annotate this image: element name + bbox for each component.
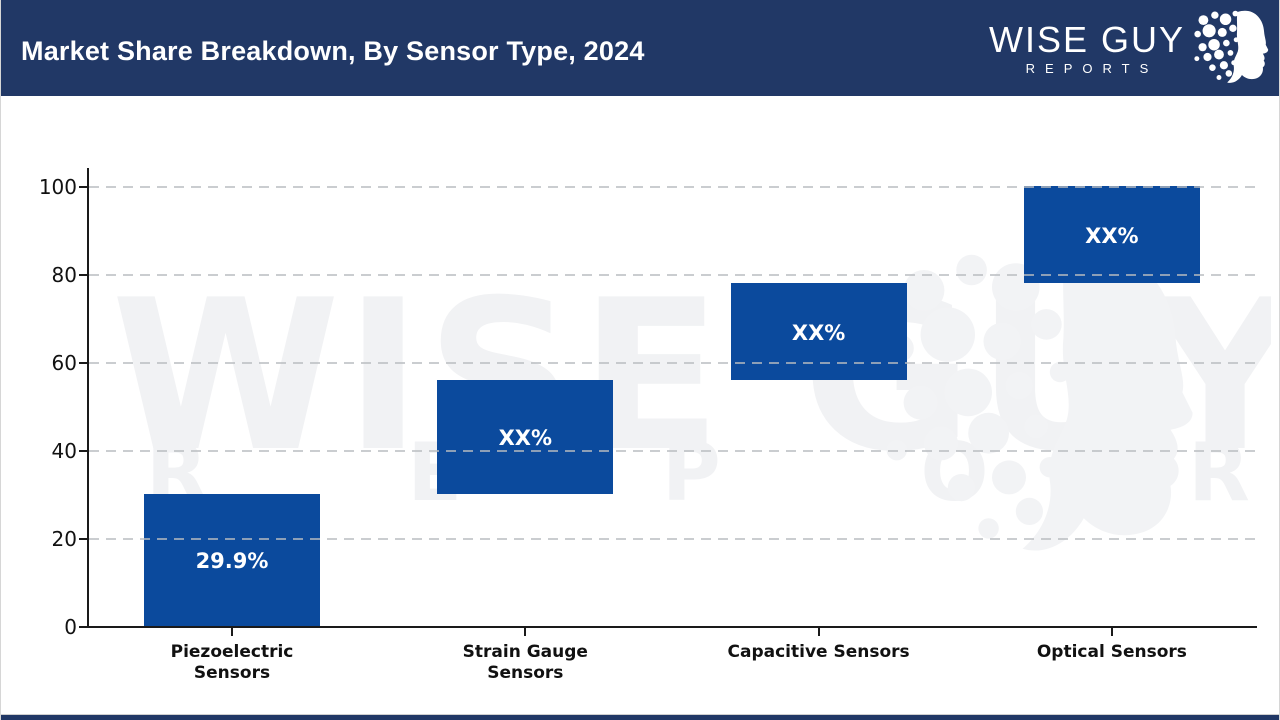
x-tick-mark [1110, 628, 1113, 636]
y-tick-mark [79, 362, 87, 364]
x-axis-spine [87, 626, 1257, 628]
gridline [89, 362, 1257, 364]
x-tick-mark [231, 628, 233, 636]
y-axis-spine [87, 168, 89, 628]
footer-strip [1, 715, 1279, 720]
bar-value-label: XX% [791, 320, 846, 345]
y-tick-label: 80 [51, 263, 77, 287]
gridline [89, 274, 1257, 276]
watermark-head-icon [886, 251, 1193, 551]
bar-4 [1023, 186, 1200, 284]
page-title: Market Share Breakdown, By Sensor Type, … [21, 35, 645, 66]
y-tick-label: 20 [51, 527, 77, 551]
x-category-label: Capacitive Sensors [727, 642, 910, 662]
bar-value-label: 29.9% [195, 549, 269, 574]
x-tick-mark [524, 628, 527, 636]
bar-value-label: XX% [1085, 223, 1139, 248]
x-tick-mark [817, 628, 820, 636]
y-tick-mark [79, 186, 87, 188]
y-tick-label: 100 [38, 175, 77, 199]
x-category-label: Strain Gauge Sensors [462, 642, 588, 683]
y-tick-label: 0 [64, 615, 77, 639]
chart-area: WISE GUY R E P O R T S 02040608010029.9%… [1, 96, 1279, 715]
y-tick-mark [79, 450, 87, 452]
gridline [89, 186, 1257, 188]
y-tick-mark [79, 274, 87, 276]
logo-head-icon [1194, 10, 1269, 83]
bar-value-label: XX% [498, 426, 553, 451]
wiseguy-logo: WISE GUY REPORTS [989, 6, 1269, 90]
logo-subtitle: REPORTS [1025, 61, 1159, 76]
y-tick-mark [79, 626, 87, 628]
y-tick-mark [79, 538, 87, 540]
bar-2 [437, 380, 614, 495]
x-category-label: Piezoelectric Sensors [170, 642, 294, 683]
header: Market Share Breakdown, By Sensor Type, … [1, 0, 1279, 96]
y-tick-label: 60 [51, 351, 77, 375]
y-tick-label: 40 [51, 439, 77, 463]
logo-text: WISE GUY REPORTS [988, 19, 1185, 77]
logo-wordmark: WISE GUY [988, 19, 1185, 60]
footer-divider [1, 714, 1279, 715]
gridline [89, 538, 1257, 540]
gridline [89, 450, 1257, 452]
bar-1 [144, 494, 320, 626]
x-category-label: Optical Sensors [1036, 642, 1187, 662]
